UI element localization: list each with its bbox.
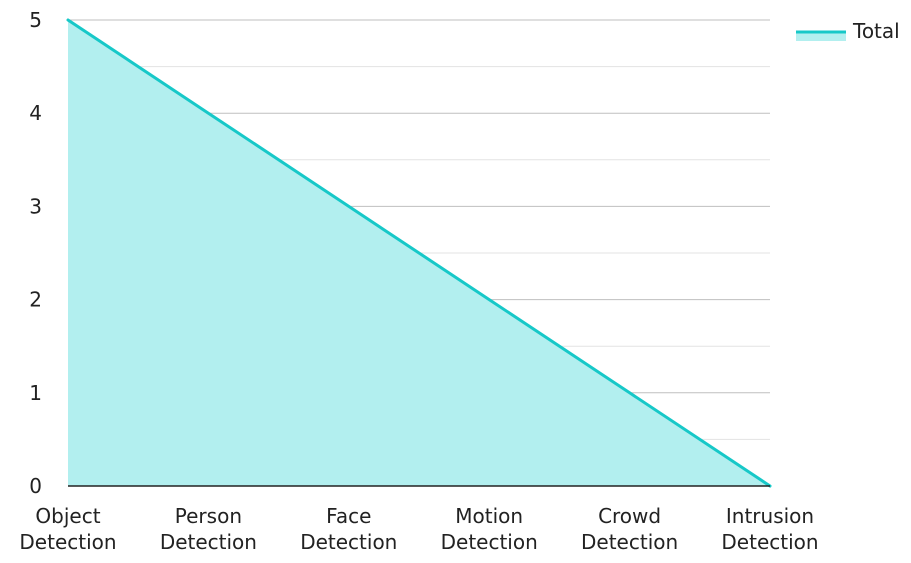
legend-label-total: Total	[852, 19, 900, 43]
y-tick-label: 5	[29, 8, 42, 32]
y-tick-label: 1	[29, 381, 42, 405]
y-tick-label: 4	[29, 101, 42, 125]
y-tick-label: 0	[29, 474, 42, 498]
legend-fill-swatch	[796, 33, 846, 41]
y-tick-label: 3	[29, 194, 42, 218]
y-tick-label: 2	[29, 288, 42, 312]
legend: Total	[796, 19, 900, 43]
